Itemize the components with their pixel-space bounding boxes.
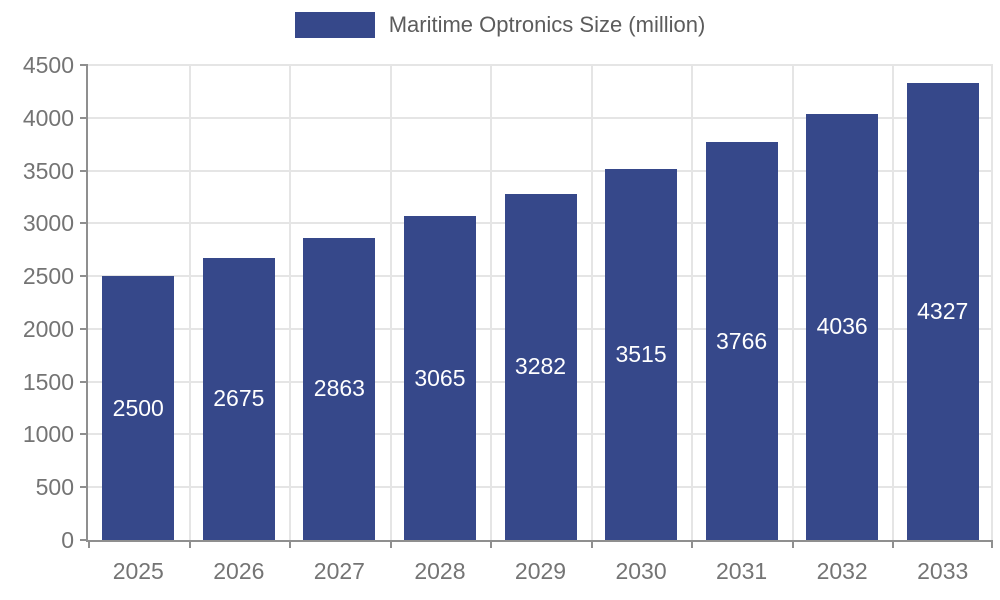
y-axis-tick — [80, 433, 88, 436]
bar: 4327 — [906, 83, 979, 540]
y-gridline — [88, 64, 993, 66]
x-gridline — [791, 65, 794, 540]
bar: 2500 — [102, 276, 175, 540]
y-axis-tick — [80, 486, 88, 489]
bar-value-label: 3766 — [716, 327, 768, 354]
y-axis-tick — [80, 380, 88, 383]
legend[interactable]: Maritime Optronics Size (million) — [0, 12, 1000, 38]
y-axis-tick-label: 2500 — [22, 263, 74, 290]
x-axis-tick-label: 2025 — [112, 558, 164, 584]
y-gridline — [88, 116, 993, 119]
y-axis-tick — [80, 222, 88, 225]
y-axis-tick — [80, 64, 88, 66]
bar: 2863 — [303, 237, 376, 540]
y-axis-tick — [80, 275, 88, 278]
x-gridline — [892, 65, 895, 540]
bar: 3515 — [605, 168, 678, 540]
bar-value-label: 4327 — [917, 298, 969, 325]
x-axis-tick — [892, 540, 895, 548]
bar: 4036 — [806, 113, 879, 540]
bar: 2675 — [202, 257, 275, 540]
x-gridline — [289, 65, 292, 540]
y-axis-tick-label: 500 — [35, 474, 74, 501]
bar-value-label: 3515 — [615, 340, 667, 367]
x-axis-tick — [289, 540, 292, 548]
x-gridline — [691, 65, 694, 540]
x-axis-tick-label: 2027 — [313, 558, 365, 584]
y-axis-tick-label: 2000 — [22, 315, 74, 342]
bar-value-label: 2500 — [112, 394, 164, 421]
bar-value-label: 2675 — [213, 385, 265, 412]
bar: 3065 — [403, 216, 476, 540]
bar: 3282 — [504, 193, 577, 540]
bar-value-label: 3065 — [414, 364, 466, 391]
x-axis-tick — [590, 540, 593, 548]
y-axis-tick-label: 1500 — [22, 368, 74, 395]
bar-value-label: 4036 — [816, 313, 868, 340]
bar: 3766 — [705, 142, 778, 540]
x-gridline — [490, 65, 493, 540]
y-axis-tick-label: 1000 — [22, 421, 74, 448]
y-axis-tick-label: 3500 — [22, 157, 74, 184]
y-axis-tick — [80, 116, 88, 119]
y-axis-tick-label: 0 — [61, 527, 74, 553]
legend-swatch-icon — [294, 12, 375, 38]
bar-value-label: 2863 — [313, 375, 365, 402]
x-axis-tick — [691, 540, 694, 548]
x-axis-tick — [88, 540, 90, 548]
x-gridline — [590, 65, 593, 540]
y-axis-tick — [80, 327, 88, 330]
x-axis-tick-label: 2033 — [917, 558, 969, 584]
x-gridline — [991, 65, 993, 540]
x-axis-tick-label: 2026 — [213, 558, 265, 584]
y-axis-tick — [80, 539, 88, 541]
y-axis-tick-label: 4500 — [22, 52, 74, 78]
x-axis-tick-label: 2029 — [514, 558, 567, 584]
y-axis-tick-label: 4000 — [22, 104, 74, 131]
y-axis-tick-label: 3000 — [22, 210, 74, 237]
x-axis-tick-label: 2032 — [816, 558, 868, 584]
x-axis-tick-label: 2028 — [414, 558, 466, 584]
x-axis-tick — [188, 540, 191, 548]
x-gridline — [389, 65, 392, 540]
x-axis-tick-label: 2031 — [716, 558, 768, 584]
x-gridline — [188, 65, 191, 540]
x-axis-tick — [389, 540, 392, 548]
y-axis-tick — [80, 169, 88, 172]
x-axis-tick — [991, 540, 993, 548]
x-axis-tick — [791, 540, 794, 548]
legend-label: Maritime Optronics Size (million) — [388, 12, 706, 37]
plot-area: 0 500 1000 1500 2000 2500 3000 3500 4000 4500 2500… — [23, 52, 993, 584]
bar-value-label: 3282 — [514, 353, 567, 380]
x-axis-tick-label: 2030 — [615, 558, 667, 584]
x-axis-tick — [490, 540, 493, 548]
y-gridline — [88, 169, 993, 172]
